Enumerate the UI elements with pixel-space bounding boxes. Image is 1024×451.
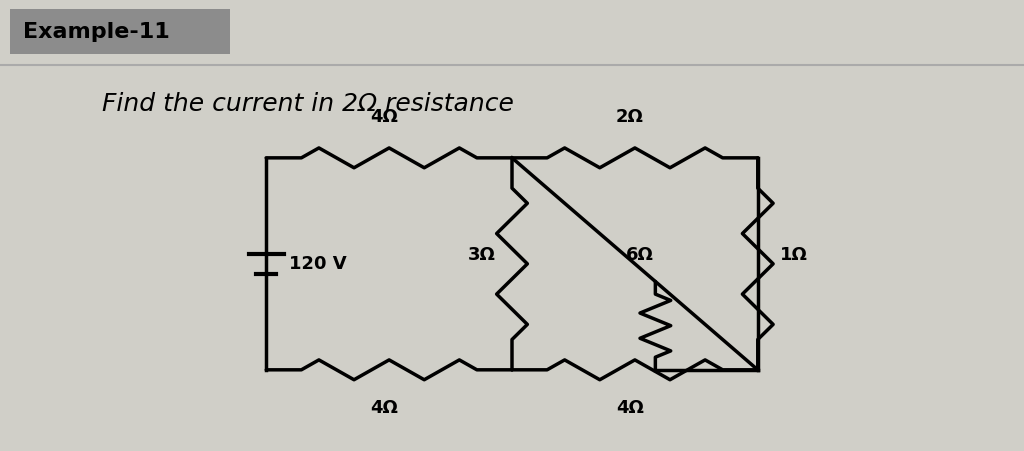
Text: 4Ω: 4Ω xyxy=(370,108,398,126)
Text: 4Ω: 4Ω xyxy=(370,399,398,417)
Text: 3Ω: 3Ω xyxy=(467,246,496,264)
Text: 2Ω: 2Ω xyxy=(615,108,644,126)
Text: Find the current in 2Ω resistance: Find the current in 2Ω resistance xyxy=(102,92,514,116)
Text: 4Ω: 4Ω xyxy=(615,399,644,417)
Text: Example-11: Example-11 xyxy=(23,23,169,42)
Text: 6Ω: 6Ω xyxy=(626,246,654,264)
Text: 120 V: 120 V xyxy=(289,255,346,273)
Text: 1Ω: 1Ω xyxy=(779,246,808,264)
FancyBboxPatch shape xyxy=(10,9,230,54)
